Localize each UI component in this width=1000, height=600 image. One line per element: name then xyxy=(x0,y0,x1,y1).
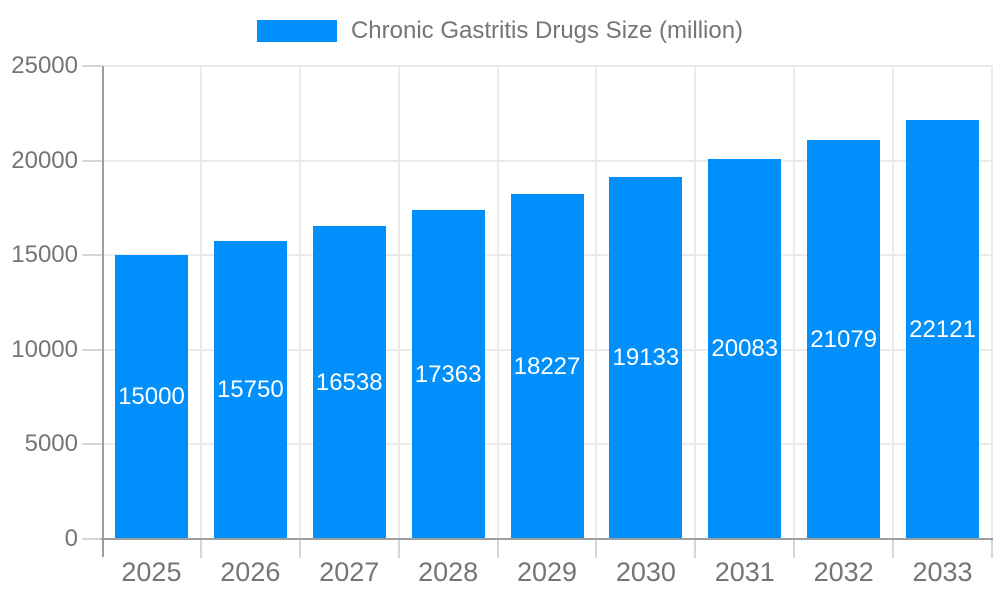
gridline-vertical xyxy=(991,66,993,539)
y-axis-tick xyxy=(82,538,102,540)
gridline-vertical xyxy=(298,66,301,539)
y-axis-tick-label: 5000 xyxy=(24,430,78,458)
gridline-vertical xyxy=(892,66,895,539)
bar xyxy=(708,159,782,538)
y-axis-tick-label: 10000 xyxy=(11,335,78,363)
x-axis-tick-label: 2030 xyxy=(615,557,676,587)
x-axis-tick-label: 2025 xyxy=(121,557,182,587)
legend-label: Chronic Gastritis Drugs Size (million) xyxy=(350,17,744,44)
gridline-vertical xyxy=(793,66,796,539)
x-axis-tick xyxy=(397,540,400,558)
y-axis-tick xyxy=(82,159,102,162)
x-axis-tick xyxy=(298,540,301,558)
x-axis-tick xyxy=(595,540,598,558)
bar xyxy=(411,210,485,538)
legend-item[interactable]: Chronic Gastritis Drugs Size (million) xyxy=(0,16,1000,46)
bar-value-label: 15000 xyxy=(118,383,185,411)
gridline-vertical xyxy=(397,66,400,539)
y-axis-tick-label: 0 xyxy=(64,525,78,552)
y-axis-tick-label: 25000 xyxy=(11,52,78,79)
bar-value-label: 20083 xyxy=(711,335,779,362)
x-axis-line xyxy=(101,538,993,540)
gridline-vertical xyxy=(595,66,598,539)
bar xyxy=(213,241,287,538)
x-axis-tick-label: 2027 xyxy=(319,557,380,587)
bar-value-label: 16538 xyxy=(315,368,383,396)
legend-swatch xyxy=(256,20,337,42)
x-axis-tick-label: 2031 xyxy=(714,557,775,587)
x-axis-tick-label: 2028 xyxy=(418,557,479,587)
x-axis-tick xyxy=(991,540,993,558)
bar xyxy=(510,194,584,538)
bar-value-label: 15750 xyxy=(216,376,284,403)
y-axis-line xyxy=(102,66,104,557)
gridline-vertical xyxy=(199,66,202,539)
bar xyxy=(906,120,980,538)
bar-value-label: 18227 xyxy=(513,352,581,380)
x-axis-tick xyxy=(199,540,202,558)
x-axis-tick xyxy=(793,540,796,558)
gridline-vertical xyxy=(496,66,499,539)
y-axis-tick-label: 15000 xyxy=(11,241,78,269)
bar-value-label: 22121 xyxy=(909,315,976,343)
y-axis-tick-label: 20000 xyxy=(11,146,78,174)
gridline-vertical xyxy=(694,66,697,539)
x-axis-tick-label: 2032 xyxy=(813,557,874,587)
y-axis-tick xyxy=(82,443,102,446)
bar xyxy=(609,177,683,538)
x-axis-tick-label: 2029 xyxy=(516,557,578,587)
bar-value-label: 21079 xyxy=(810,325,878,353)
x-axis-tick xyxy=(496,540,499,558)
y-axis-tick xyxy=(82,254,102,257)
x-axis-tick-label: 2026 xyxy=(220,557,281,587)
bar xyxy=(807,140,881,538)
y-axis-tick xyxy=(82,65,102,67)
bar-value-label: 17363 xyxy=(414,360,482,388)
x-axis-tick xyxy=(694,540,697,558)
bar-value-label: 19133 xyxy=(612,344,680,371)
x-axis-tick xyxy=(892,540,895,558)
bar xyxy=(114,255,188,538)
x-axis-tick-label: 2033 xyxy=(912,557,973,587)
bar xyxy=(312,226,386,538)
gridline-horizontal xyxy=(102,65,992,67)
gridline-horizontal xyxy=(102,159,992,162)
y-axis-tick xyxy=(82,348,102,351)
